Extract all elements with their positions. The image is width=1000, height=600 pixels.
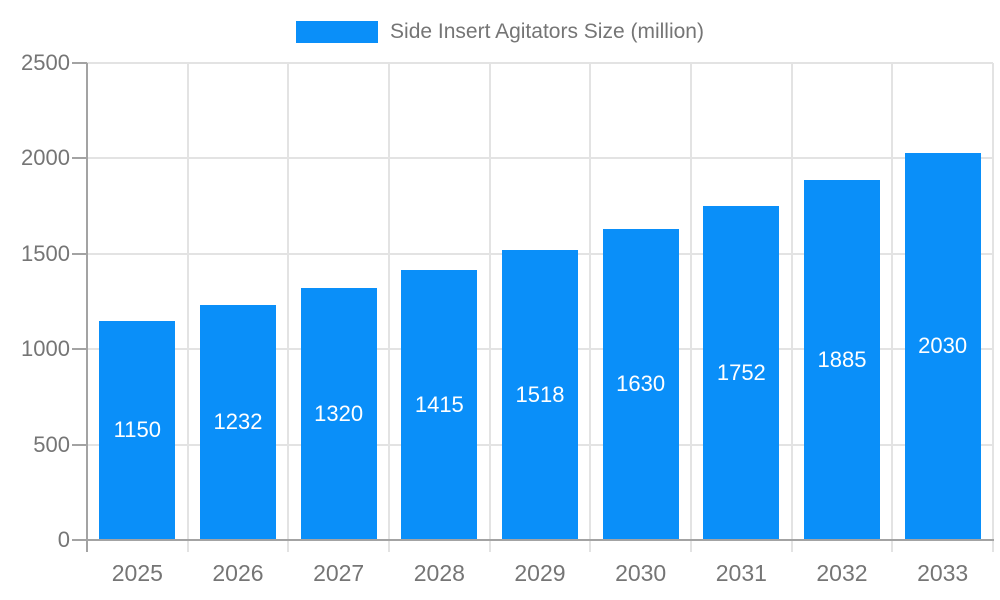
gridline-vertical — [589, 63, 592, 540]
x-axis-label: 2027 — [313, 560, 365, 586]
bar-value-label: 1150 — [113, 417, 161, 443]
x-axis-label: 2033 — [917, 560, 969, 586]
x-axis-tick — [287, 540, 290, 552]
y-axis-tick — [72, 443, 87, 446]
y-axis-label: 2500 — [21, 50, 70, 75]
gridline-vertical — [287, 63, 290, 540]
y-axis-tick — [72, 348, 87, 351]
chart-legend: Side Insert Agitators Size (million) — [0, 21, 1000, 43]
gridline-vertical — [488, 63, 491, 540]
bar-2031[interactable]: 1752 — [703, 205, 780, 540]
gridline-vertical — [186, 63, 189, 540]
gridline-vertical — [992, 63, 994, 540]
gridline-horizontal — [87, 157, 993, 160]
y-axis-tick — [72, 62, 87, 64]
bar-value-label: 1232 — [213, 409, 263, 435]
x-axis-tick — [186, 540, 189, 552]
bar-2025[interactable]: 1150 — [99, 320, 176, 540]
legend-label: Side Insert Agitators Size (million) — [390, 20, 704, 43]
x-axis-label: 2030 — [615, 560, 667, 586]
y-axis-label: 2000 — [21, 145, 70, 171]
y-axis-tick — [72, 252, 87, 255]
bar-value-label: 1630 — [616, 371, 666, 397]
gridline-vertical — [690, 63, 692, 540]
bar-2030[interactable]: 1630 — [602, 228, 679, 540]
bar-value-label: 1415 — [414, 392, 464, 417]
bar-value-label: 1320 — [314, 401, 364, 427]
y-axis-tick — [72, 157, 87, 160]
x-axis-label: 2026 — [212, 560, 264, 586]
y-axis-line — [86, 63, 88, 552]
x-axis-label: 2028 — [413, 560, 465, 586]
x-axis-label: 2025 — [111, 560, 163, 586]
gridline-vertical — [891, 63, 894, 540]
bar-value-label: 1885 — [817, 347, 867, 373]
x-axis-tick — [488, 540, 491, 552]
gridline-horizontal — [87, 62, 993, 64]
bar-2033[interactable]: 2030 — [904, 152, 981, 540]
y-axis-tick — [72, 539, 87, 541]
bar-2032[interactable]: 1885 — [804, 180, 880, 540]
bar-value-label: 1518 — [515, 382, 565, 408]
bar-2026[interactable]: 1232 — [200, 304, 276, 540]
legend-swatch-icon — [296, 21, 379, 43]
x-axis-label: 2032 — [816, 560, 868, 586]
x-axis-tick — [992, 540, 994, 552]
bar-value-label: 2030 — [918, 333, 968, 359]
x-axis-tick — [891, 540, 894, 552]
bar-2028[interactable]: 1415 — [401, 270, 478, 540]
y-axis-label: 1500 — [21, 240, 70, 266]
y-axis-label: 1000 — [21, 336, 70, 362]
x-axis-label: 2029 — [514, 560, 566, 586]
x-axis-tick — [690, 540, 692, 552]
bar-2027[interactable]: 1320 — [300, 288, 377, 540]
x-axis-line — [86, 539, 994, 541]
bar-2029[interactable]: 1518 — [502, 250, 578, 540]
y-axis-label: 0 — [57, 527, 70, 552]
x-axis-tick — [790, 540, 793, 552]
gridline-vertical — [790, 63, 793, 540]
gridline-vertical — [388, 63, 390, 540]
y-axis-label: 500 — [33, 431, 70, 457]
x-axis-tick — [388, 540, 390, 552]
legend-item[interactable]: Side Insert Agitators Size (million) — [296, 21, 704, 43]
bar-value-label: 1752 — [716, 359, 766, 385]
x-axis-label: 2031 — [715, 560, 767, 586]
x-axis-tick — [589, 540, 592, 552]
